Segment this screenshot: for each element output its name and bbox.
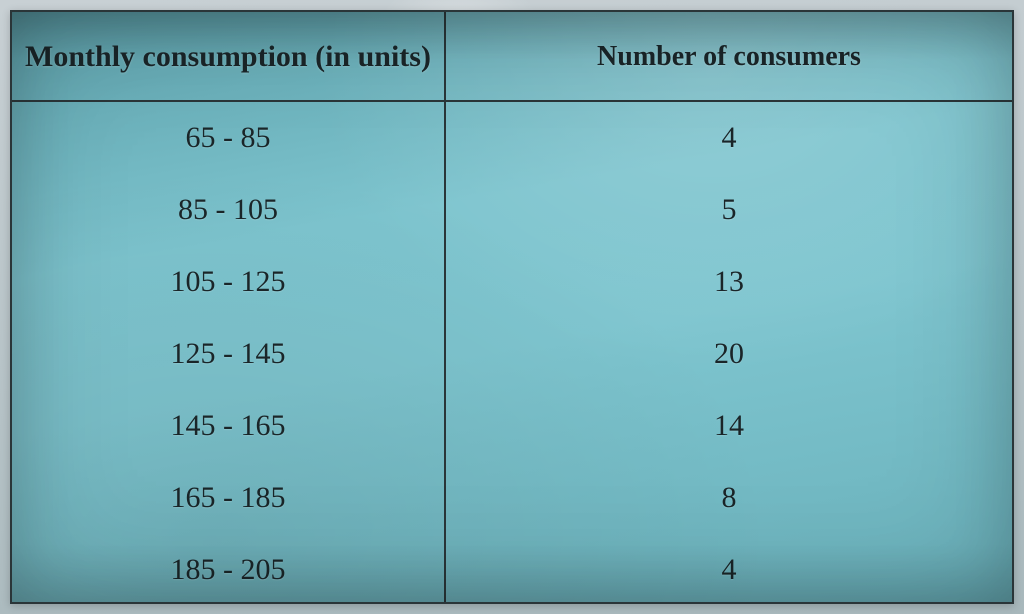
table-row: 65 - 85 4 (12, 102, 1012, 174)
table-row: 185 - 205 4 (12, 534, 1012, 606)
page-photo-background: Monthly consumption (in units) Number of… (0, 0, 1024, 614)
cell-range: 145 - 165 (12, 390, 444, 462)
table-row: 165 - 185 8 (12, 462, 1012, 534)
header-consumption: Monthly consumption (in units) (12, 12, 444, 102)
table-row: 125 - 145 20 (12, 318, 1012, 390)
frequency-table: Monthly consumption (in units) Number of… (10, 10, 1014, 604)
cell-count: 14 (446, 390, 1012, 462)
table-header-row: Monthly consumption (in units) Number of… (12, 12, 1012, 102)
table-row: 145 - 165 14 (12, 390, 1012, 462)
cell-range: 185 - 205 (12, 534, 444, 606)
cell-range: 65 - 85 (12, 102, 444, 174)
cell-range: 85 - 105 (12, 174, 444, 246)
table-row: 85 - 105 5 (12, 174, 1012, 246)
cell-range: 125 - 145 (12, 318, 444, 390)
cell-count: 8 (446, 462, 1012, 534)
cell-count: 13 (446, 246, 1012, 318)
table-row: 105 - 125 13 (12, 246, 1012, 318)
table-body: 65 - 85 4 85 - 105 5 105 - 125 13 125 - … (12, 102, 1012, 602)
cell-range: 165 - 185 (12, 462, 444, 534)
cell-count: 4 (446, 102, 1012, 174)
cell-count: 5 (446, 174, 1012, 246)
cell-count: 20 (446, 318, 1012, 390)
cell-count: 4 (446, 534, 1012, 606)
header-consumers: Number of consumers (446, 12, 1012, 102)
cell-range: 105 - 125 (12, 246, 444, 318)
